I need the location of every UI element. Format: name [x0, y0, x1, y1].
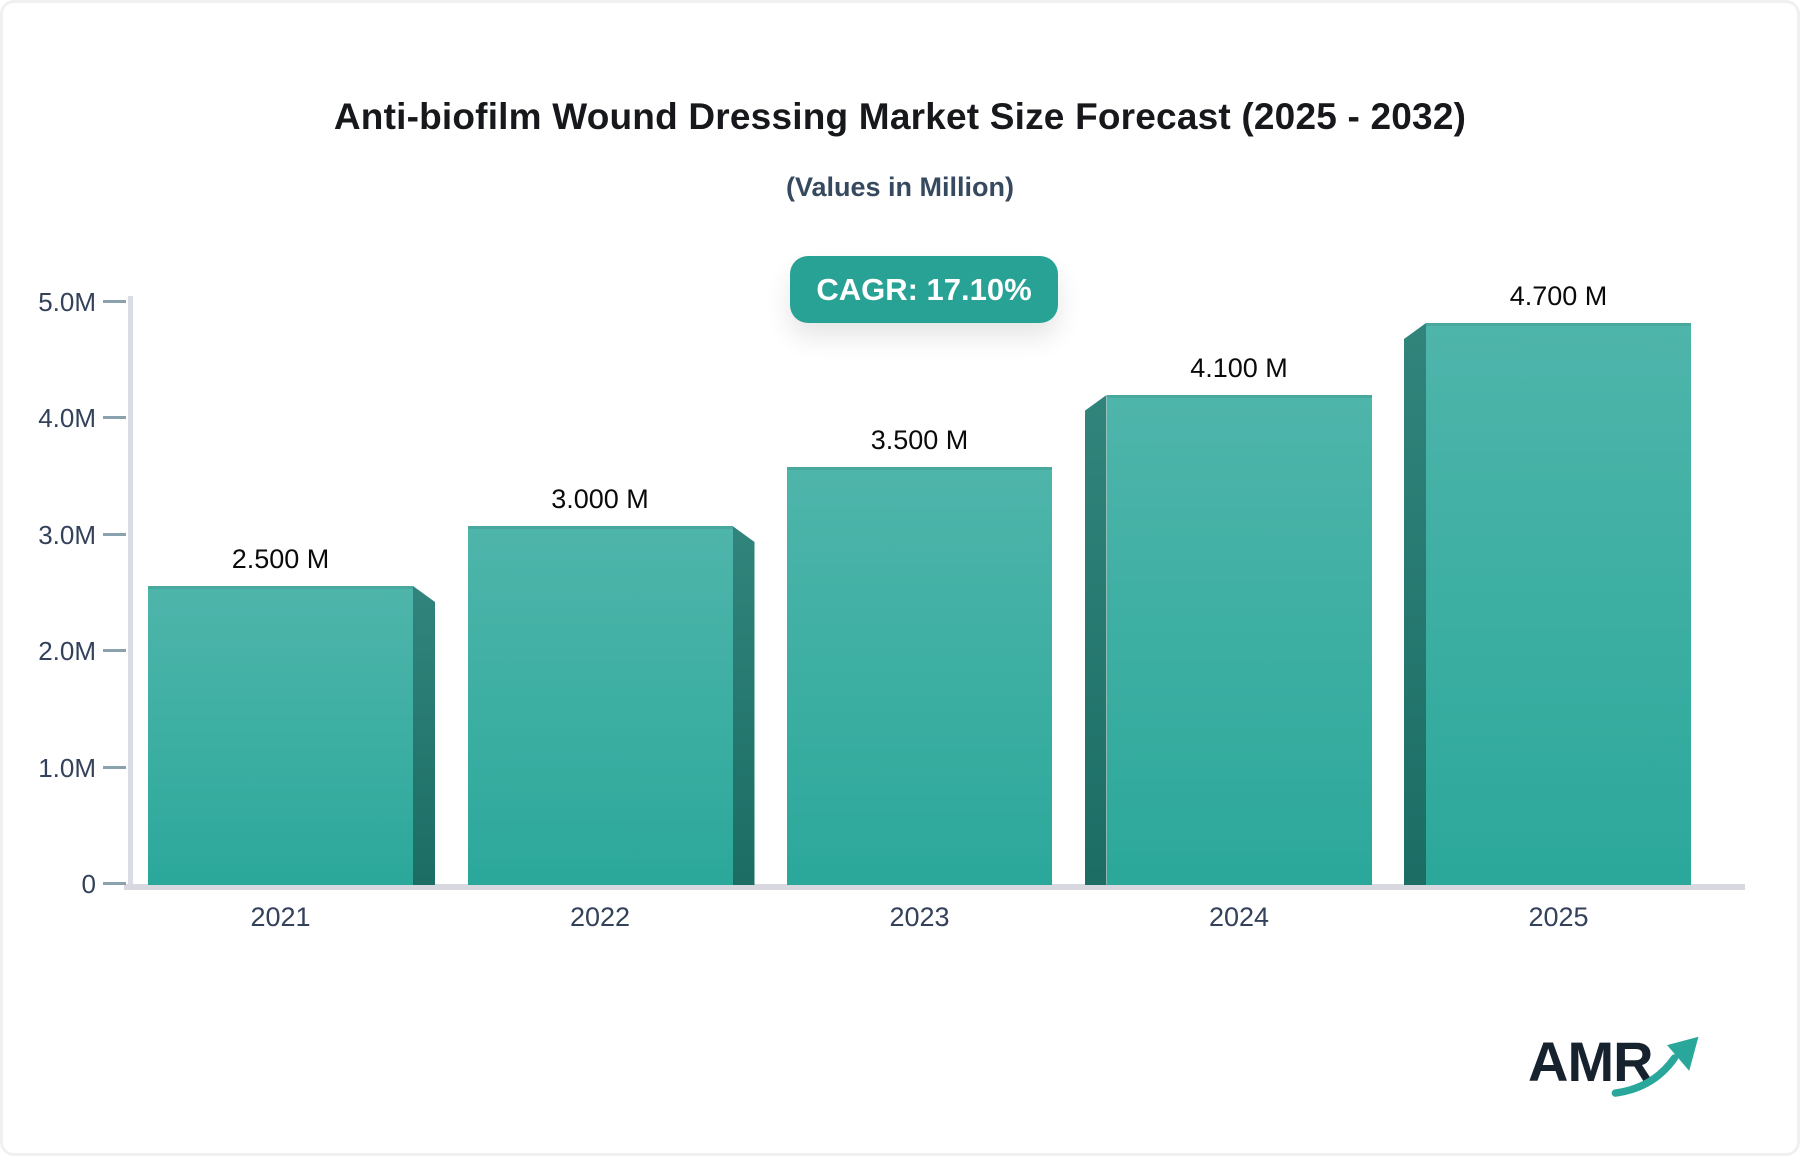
- bar-face: [1426, 323, 1691, 885]
- bar-2021: 2.500 M: [148, 544, 435, 885]
- bar-2023: 3.500 M: [787, 425, 1052, 885]
- bar-2025: 4.700 M: [1404, 281, 1691, 885]
- y-tick-label: 4.0M: [38, 403, 96, 433]
- x-tick-label-2025: 2025: [1528, 902, 1589, 932]
- cagr-badge-label: CAGR: 17.10%: [816, 271, 1032, 307]
- bar-3d-side: [1084, 395, 1107, 885]
- bar-face: [148, 586, 413, 885]
- logo-text: AMR: [1528, 1030, 1654, 1093]
- bar-face: [787, 467, 1052, 885]
- bar-3d-side: [413, 586, 435, 885]
- x-tick-label-2021: 2021: [250, 902, 311, 932]
- bar-2022: 3.000 M: [467, 484, 755, 885]
- bar-value-label: 3.000 M: [551, 484, 649, 514]
- x-axis-line: [124, 884, 1745, 890]
- x-tick-label-2023: 2023: [889, 902, 950, 932]
- bar-face: [1106, 395, 1372, 885]
- logo-growth-arrow-icon: [1611, 1036, 1699, 1097]
- bar-value-label: 2.500 M: [231, 544, 330, 574]
- cagr-badge: CAGR: 17.10%: [790, 256, 1058, 323]
- bar-2024: 4.100 M: [1084, 353, 1372, 885]
- y-tick-dash: [103, 765, 126, 769]
- bar-3d-side: [1404, 323, 1426, 885]
- y-axis-line: [128, 296, 133, 890]
- bar-value-label: 4.700 M: [1509, 281, 1608, 311]
- bar-face: [467, 526, 733, 885]
- x-tick-label-2022: 2022: [569, 902, 631, 932]
- bar-value-label: 4.100 M: [1190, 353, 1288, 383]
- y-tick-label: 2.0M: [38, 636, 96, 666]
- y-tick-label: 0: [81, 869, 96, 899]
- x-tick-label-2024: 2024: [1208, 902, 1270, 932]
- bar-value-label: 3.500 M: [870, 425, 969, 455]
- y-tick-dash: [103, 416, 126, 419]
- y-tick-dash: [103, 649, 126, 652]
- y-tick-label: 3.0M: [38, 519, 96, 550]
- y-tick-label: 1.0M: [38, 752, 96, 783]
- chart-subtitle: (Values in Million): [785, 172, 1015, 202]
- bar-3d-side: [732, 526, 755, 885]
- y-tick-dash: [103, 299, 126, 303]
- y-tick-dash: [103, 532, 126, 536]
- y-tick-dash: [103, 882, 126, 885]
- y-tick-label: 5.0M: [38, 286, 96, 317]
- chart-title: Anti-biofilm Wound Dressing Market Size …: [333, 96, 1467, 137]
